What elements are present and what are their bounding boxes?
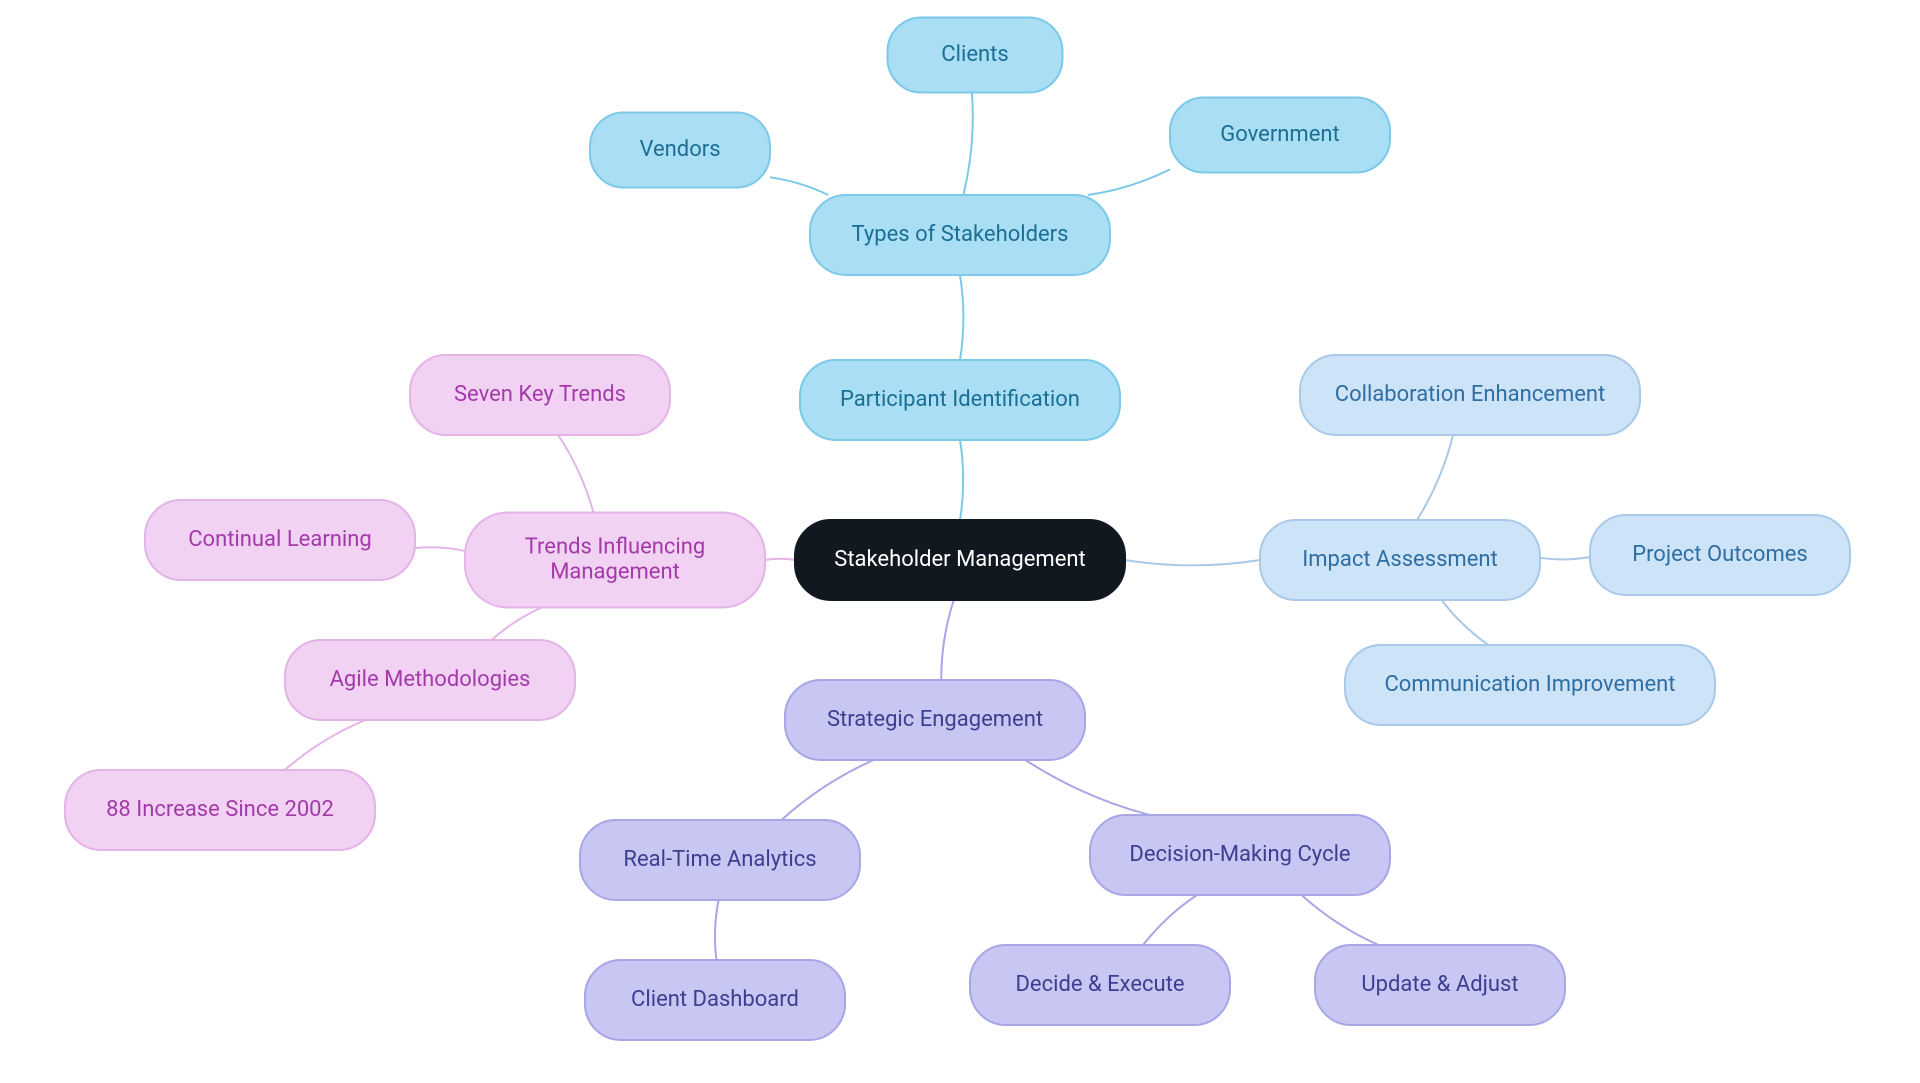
node-label: Vendors	[639, 137, 720, 162]
edge	[558, 435, 593, 513]
node-label: Communication Improvement	[1384, 672, 1675, 697]
node-vendors: Vendors	[590, 113, 770, 188]
node-outcomes: Project Outcomes	[1590, 515, 1850, 595]
node-label: Collaboration Enhancement	[1335, 382, 1606, 407]
node-learning: Continual Learning	[145, 500, 415, 580]
node-comm: Communication Improvement	[1345, 645, 1715, 725]
node-trends: Trends InfluencingManagement	[465, 513, 765, 608]
edge	[1088, 169, 1170, 195]
node-decide: Decide & Execute	[970, 945, 1230, 1025]
node-root: Stakeholder Management	[795, 520, 1125, 600]
nodes-layer: Stakeholder Management Participant Identi…	[65, 18, 1850, 1041]
node-update: Update & Adjust	[1315, 945, 1565, 1025]
node-seven: Seven Key Trends	[410, 355, 670, 435]
edge	[960, 440, 963, 520]
node-label: Clients	[941, 42, 1008, 67]
node-label: Project Outcomes	[1632, 542, 1808, 567]
node-participant: Participant Identification	[800, 360, 1120, 440]
node-impact: Impact Assessment	[1260, 520, 1540, 600]
edge	[1302, 895, 1379, 945]
node-increase: 88 Increase Since 2002	[65, 770, 375, 850]
edge	[1025, 760, 1149, 815]
node-label: Stakeholder Management	[834, 547, 1085, 572]
edge	[1417, 435, 1453, 520]
edge	[415, 547, 465, 551]
edge	[285, 720, 366, 770]
edge	[770, 177, 828, 195]
node-label: Types of Stakeholders	[852, 222, 1069, 247]
node-label: Trends InfluencingManagement	[525, 534, 706, 584]
node-analytics: Real-Time Analytics	[580, 820, 860, 900]
edge	[963, 93, 972, 196]
node-label: Agile Methodologies	[330, 667, 531, 692]
node-label: Government	[1220, 122, 1339, 147]
edge	[781, 760, 873, 820]
node-government: Government	[1170, 98, 1390, 173]
node-label: Update & Adjust	[1361, 972, 1518, 997]
edge	[492, 608, 542, 641]
node-agile: Agile Methodologies	[285, 640, 575, 720]
node-cycle: Decision-Making Cycle	[1090, 815, 1390, 895]
edge	[715, 900, 719, 960]
mindmap-canvas: Stakeholder Management Participant Identi…	[0, 0, 1920, 1083]
node-label: Decision-Making Cycle	[1129, 842, 1350, 867]
node-label: 88 Increase Since 2002	[106, 797, 334, 822]
node-label: Impact Assessment	[1302, 547, 1498, 572]
node-strategic: Strategic Engagement	[785, 680, 1085, 760]
edge	[1125, 560, 1260, 565]
node-label: Client Dashboard	[631, 987, 799, 1012]
edge	[1540, 557, 1590, 559]
node-label: Decide & Execute	[1015, 972, 1184, 997]
node-label: Seven Key Trends	[454, 382, 626, 407]
edge	[1442, 600, 1489, 645]
node-dashboard: Client Dashboard	[585, 960, 845, 1040]
edge	[1143, 895, 1197, 945]
node-types: Types of Stakeholders	[810, 195, 1110, 275]
node-label: Continual Learning	[188, 527, 372, 552]
edge	[960, 275, 963, 360]
edge	[941, 600, 954, 680]
node-label: Real-Time Analytics	[623, 847, 816, 872]
node-label: Participant Identification	[840, 387, 1080, 412]
node-label: Strategic Engagement	[827, 707, 1043, 732]
node-clients: Clients	[888, 18, 1063, 93]
edge	[765, 559, 795, 560]
node-collab: Collaboration Enhancement	[1300, 355, 1640, 435]
